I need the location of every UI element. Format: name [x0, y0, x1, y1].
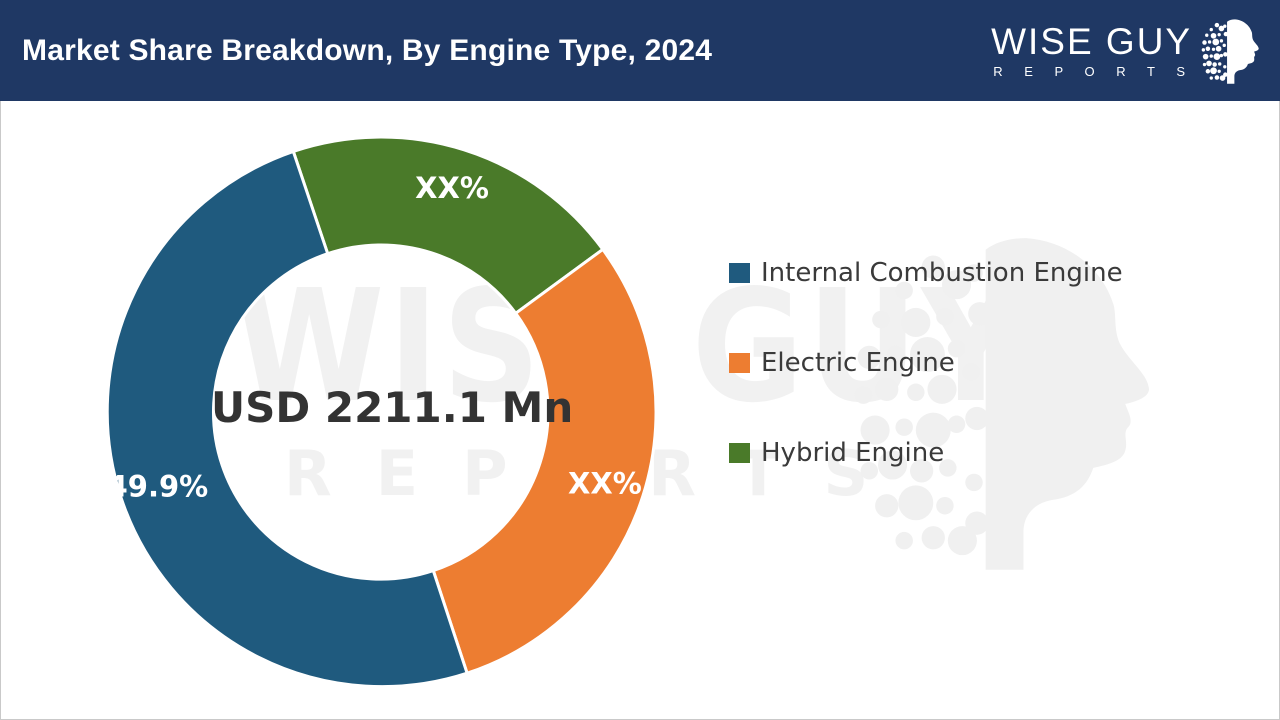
donut-slice — [105, 149, 469, 689]
page-title: Market Share Breakdown, By Engine Type, … — [22, 33, 713, 67]
wiseguy-logo-text: WISE GUY R E P O R T S — [989, 23, 1194, 78]
donut-slice — [291, 135, 605, 315]
legend-label: Hybrid Engine — [761, 438, 945, 468]
donut-center-value: USD 2211.1 Mn — [211, 383, 574, 432]
wiseguy-logo: WISE GUY R E P O R T S — [989, 17, 1262, 85]
logo-wordmark: WISE GUY — [991, 21, 1193, 62]
donut-chart: XX% XX% 49.9% — [105, 135, 658, 689]
legend-item-hybrid-engine: Hybrid Engine — [729, 439, 1123, 469]
donut-slice — [431, 247, 658, 675]
legend-swatch-icon — [729, 443, 750, 463]
slice-percent-label: XX% — [568, 467, 642, 501]
legend-swatch-icon — [729, 353, 750, 373]
legend-label: Internal Combustion Engine — [761, 258, 1123, 288]
legend-item-internal-combustion-engine: Internal Combustion Engine — [729, 259, 1123, 289]
wiseguy-face-icon — [1201, 18, 1259, 84]
slice-percent-label: XX% — [415, 171, 489, 205]
legend-swatch-icon — [729, 263, 750, 283]
legend-label: Electric Engine — [761, 348, 955, 378]
logo-subtitle: R E P O R T S — [993, 64, 1194, 79]
slice-percent-label: 49.9% — [108, 469, 209, 503]
header-bar: Market Share Breakdown, By Engine Type, … — [0, 0, 1280, 101]
chart-legend: Internal Combustion Engine Electric Engi… — [729, 259, 1123, 529]
legend-item-electric-engine: Electric Engine — [729, 349, 1123, 379]
